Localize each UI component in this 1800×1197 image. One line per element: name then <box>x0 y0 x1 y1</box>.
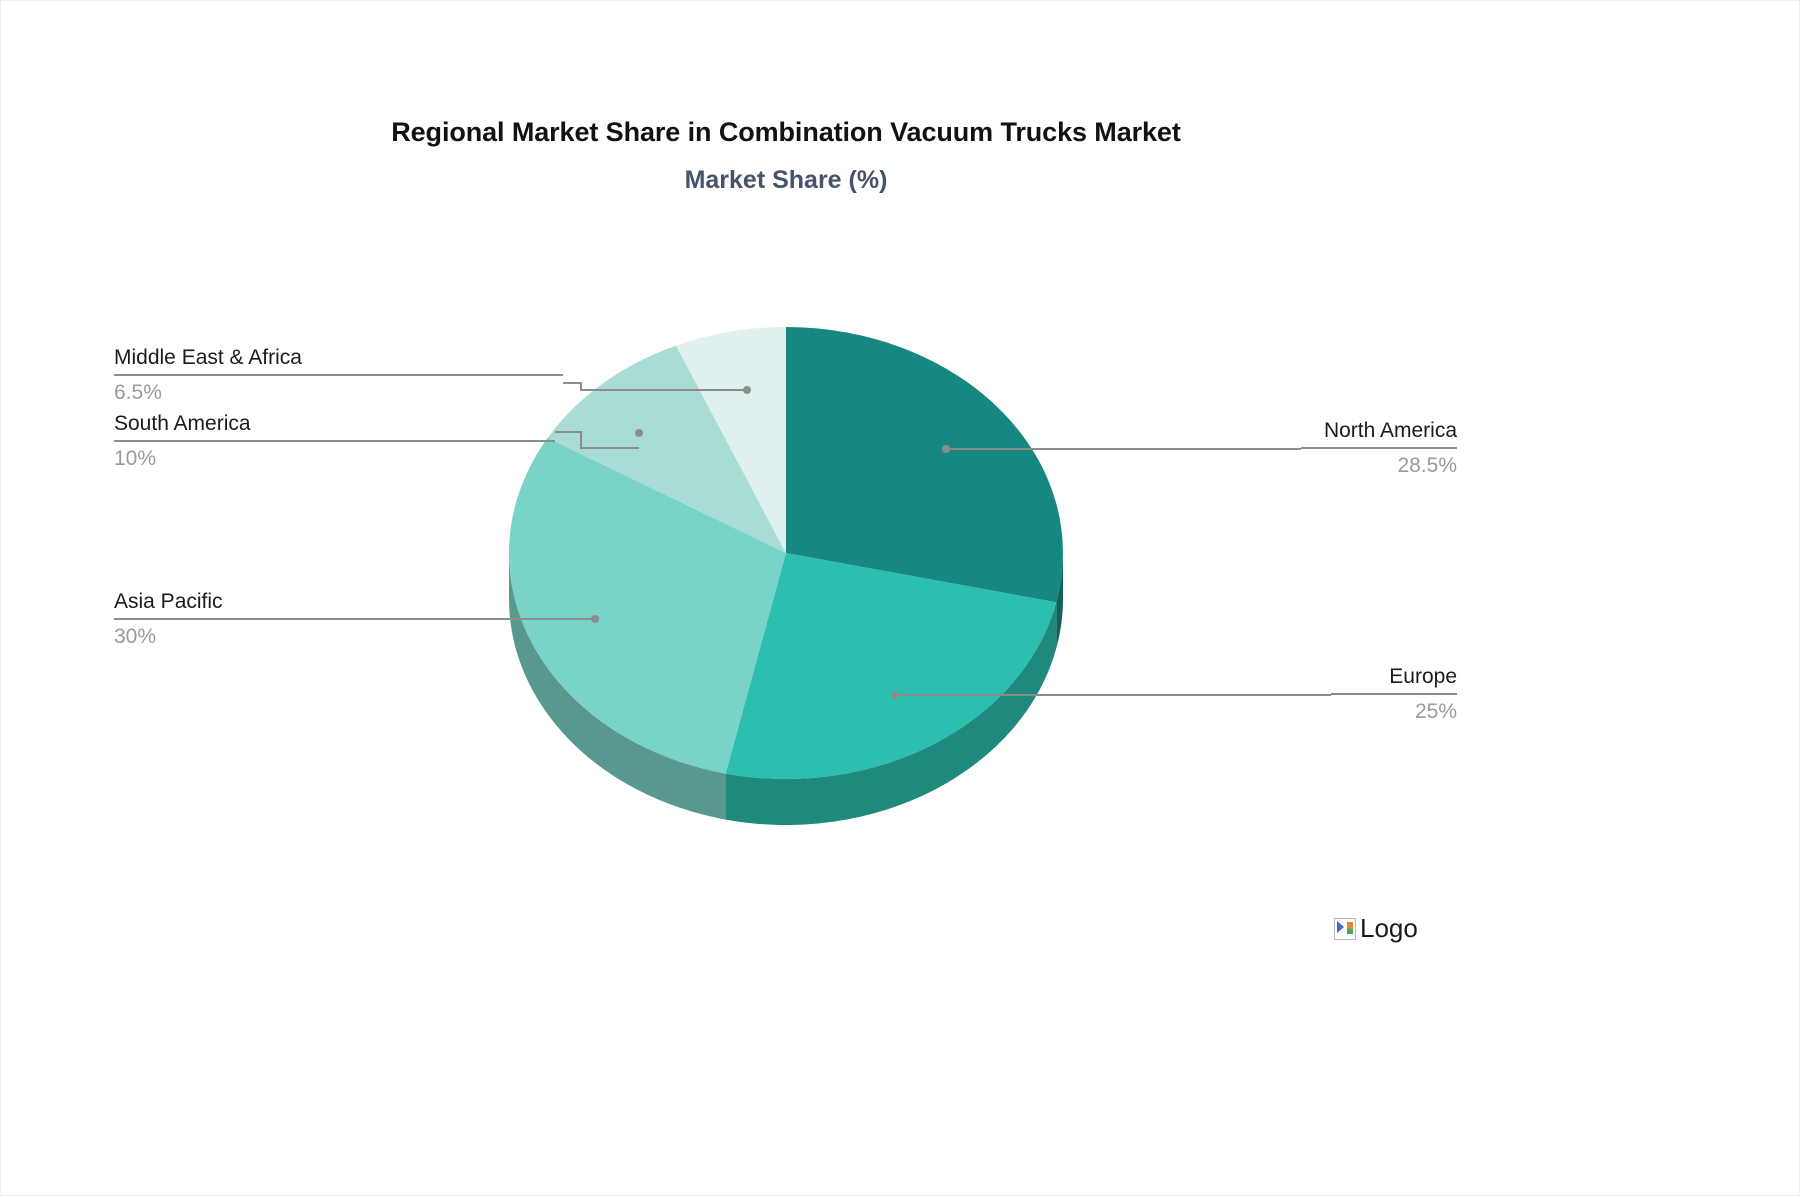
logo-placeholder[interactable]: Logo <box>1334 913 1418 944</box>
dot-south-america <box>635 429 643 437</box>
callout-middle-east-africa[interactable]: Middle East & Africa 6.5% <box>114 345 563 406</box>
slice-south-america[interactable] <box>547 345 786 553</box>
leader-south-america <box>555 431 639 449</box>
callout-label-north-america: North America <box>1323 419 1457 442</box>
dot-middle-east-africa <box>743 386 751 394</box>
callout-value-europe: 25% <box>1414 700 1457 723</box>
callout-south-america[interactable]: South America 10% <box>114 411 555 472</box>
callout-rule-asia-pacific <box>114 618 521 620</box>
callout-label-south-america: South America <box>114 412 251 435</box>
depth-north-america <box>1056 556 1063 649</box>
callout-value-north-america: 28.5% <box>1397 454 1457 477</box>
slice-middle-east-africa[interactable] <box>676 327 786 553</box>
callout-value-south-america: 10% <box>114 447 157 470</box>
broken-image-icon <box>1334 917 1356 940</box>
dot-europe <box>891 691 899 699</box>
callout-label-middle-east-africa: Middle East & Africa <box>114 346 302 369</box>
dot-north-america <box>942 445 950 453</box>
callout-label-europe: Europe <box>1389 665 1457 688</box>
depth-europe <box>725 602 1057 826</box>
page-title: Regional Market Share in Combination Vac… <box>391 117 1181 147</box>
callout-north-america[interactable]: North America 28.5% <box>1301 418 1457 479</box>
chart-subtitle: Market Share (%) <box>684 166 888 194</box>
callout-value-middle-east-africa: 6.5% <box>114 381 162 404</box>
callout-rule-south-america <box>114 440 555 442</box>
callout-value-asia-pacific: 30% <box>114 625 157 648</box>
slice-north-america[interactable] <box>786 327 1063 603</box>
callout-rule-europe <box>1331 693 1457 695</box>
leader-dots <box>591 386 950 699</box>
dot-asia-pacific <box>591 615 599 623</box>
callout-rule-north-america <box>1301 447 1457 449</box>
callout-asia-pacific[interactable]: Asia Pacific 30% <box>114 589 521 650</box>
leader-middle-east-africa <box>563 382 747 391</box>
pie-3d-depth <box>509 556 1063 826</box>
callout-rule-middle-east-africa <box>114 374 563 376</box>
logo-alt-text: Logo <box>1360 913 1418 943</box>
slice-asia-pacific[interactable] <box>509 438 786 774</box>
leader-lines <box>521 382 1331 696</box>
callout-europe[interactable]: Europe 25% <box>1331 664 1457 725</box>
depth-asia-pacific <box>509 556 726 820</box>
pie-slices <box>509 327 1063 780</box>
slice-europe[interactable] <box>725 553 1057 780</box>
callout-label-asia-pacific: Asia Pacific <box>114 590 223 613</box>
